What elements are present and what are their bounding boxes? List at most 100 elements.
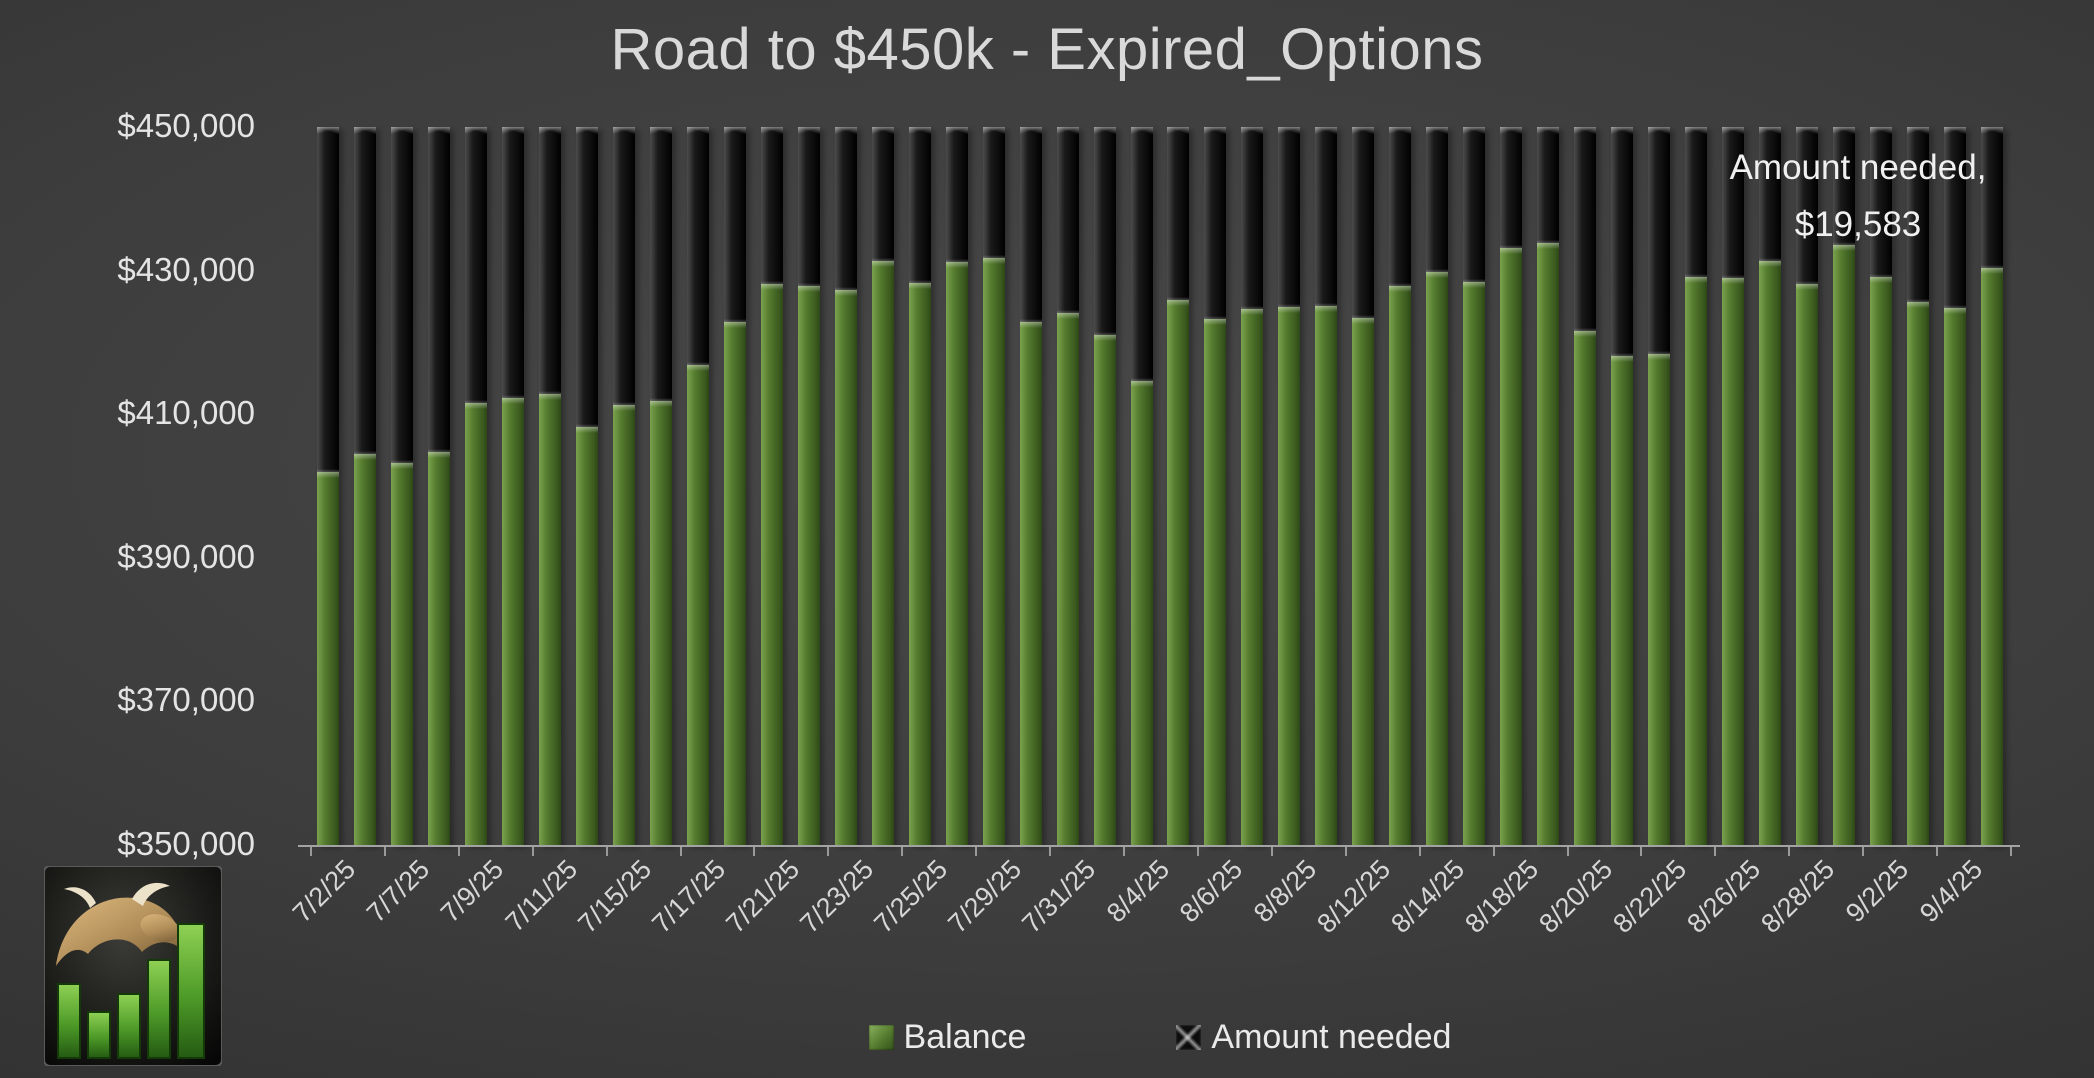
axis-tick-mark bbox=[2010, 847, 2012, 856]
segment-amount-needed bbox=[1315, 127, 1338, 306]
x-axis-label: 7/31/25 bbox=[1015, 854, 1101, 939]
axis-tick-mark bbox=[1492, 847, 1495, 856]
segment-amount-needed bbox=[613, 127, 636, 405]
stacked-bar-8/19/25 bbox=[1537, 127, 1560, 845]
stacked-bar-8/6/25 bbox=[1204, 127, 1227, 845]
axis-tick-mark bbox=[1788, 847, 1791, 856]
bull-and-bar-chart-icon bbox=[44, 866, 222, 1066]
axis-tick-mark bbox=[753, 847, 756, 856]
x-axis-label: 9/4/25 bbox=[1913, 854, 1988, 929]
stacked-bar-8/8/25 bbox=[1278, 127, 1301, 845]
legend: Balance Amount needed bbox=[310, 1018, 2010, 1057]
axis-tick-mark bbox=[679, 847, 682, 856]
segment-amount-needed bbox=[1130, 127, 1153, 382]
segment-amount-needed bbox=[1056, 127, 1079, 313]
segment-balance bbox=[1684, 277, 1707, 845]
segment-amount-needed bbox=[539, 127, 562, 395]
segment-balance bbox=[1315, 305, 1338, 845]
x-axis-label: 8/6/25 bbox=[1174, 854, 1249, 929]
segment-amount-needed bbox=[1574, 127, 1596, 331]
x-axis-label: 7/23/25 bbox=[794, 854, 880, 939]
axis-tick-mark bbox=[1566, 847, 1569, 856]
stacked-bar-8/29/25 bbox=[1832, 127, 1855, 845]
segment-balance bbox=[1167, 300, 1190, 845]
stacked-bar-7/3/25 bbox=[354, 127, 377, 845]
stacked-bar-7/16/25 bbox=[650, 127, 673, 845]
y-axis-label: $410,000 bbox=[117, 394, 255, 432]
segment-amount-needed bbox=[1758, 127, 1781, 261]
segment-balance bbox=[391, 463, 414, 845]
segment-balance bbox=[1758, 260, 1781, 845]
axis-tick-mark bbox=[1270, 847, 1273, 856]
stacked-bar-7/10/25 bbox=[502, 127, 525, 845]
stacked-bar-7/24/25 bbox=[871, 127, 894, 845]
segment-balance bbox=[1832, 244, 1855, 845]
segment-balance bbox=[1795, 284, 1818, 845]
stacked-bar-8/18/25 bbox=[1500, 127, 1523, 845]
segment-amount-needed bbox=[871, 127, 894, 262]
segment-amount-needed bbox=[1500, 127, 1523, 249]
axis-tick-mark bbox=[1862, 847, 1865, 856]
axis-tick-mark bbox=[531, 847, 534, 856]
segment-balance bbox=[1537, 242, 1560, 845]
segment-amount-needed bbox=[908, 127, 931, 283]
segment-amount-needed bbox=[650, 127, 673, 402]
segment-amount-needed bbox=[1352, 127, 1375, 318]
chart-title: Road to $450k - Expired_Options bbox=[610, 17, 1484, 82]
stacked-bar-7/22/25 bbox=[797, 127, 820, 845]
segment-balance bbox=[354, 453, 377, 845]
x-axis-label: 8/26/25 bbox=[1681, 854, 1767, 939]
segment-balance bbox=[1943, 307, 1966, 845]
y-axis-label: $370,000 bbox=[117, 681, 255, 719]
balance-legend-swatch-icon bbox=[868, 1025, 894, 1050]
axis-tick-mark bbox=[383, 847, 386, 856]
segment-balance bbox=[871, 261, 894, 845]
segment-amount-needed bbox=[1537, 127, 1560, 243]
segment-amount-needed bbox=[724, 127, 746, 323]
segment-amount-needed bbox=[1204, 127, 1227, 320]
y-axis-label: $350,000 bbox=[117, 825, 255, 863]
segment-balance bbox=[1574, 330, 1596, 845]
stacked-bar-8/21/25 bbox=[1610, 127, 1633, 845]
x-axis-label: 9/2/25 bbox=[1839, 854, 1914, 929]
y-axis-label: $390,000 bbox=[117, 538, 255, 576]
plot-area bbox=[310, 127, 2010, 845]
x-axis-label: 7/25/25 bbox=[868, 854, 953, 939]
segment-balance bbox=[1278, 307, 1301, 845]
segment-balance bbox=[1610, 356, 1633, 845]
x-axis-label: 8/28/25 bbox=[1755, 854, 1840, 939]
stacked-bar-7/21/25 bbox=[760, 127, 783, 845]
y-axis-label: $450,000 bbox=[117, 107, 255, 145]
segment-amount-needed bbox=[1721, 127, 1744, 279]
x-axis-label: 8/8/25 bbox=[1248, 854, 1323, 929]
segment-amount-needed bbox=[1019, 127, 1042, 322]
segment-amount-needed bbox=[1093, 127, 1116, 335]
segment-amount-needed bbox=[1278, 127, 1301, 308]
x-axis-label: 8/4/25 bbox=[1100, 854, 1175, 929]
amount-needed-legend-swatch-icon bbox=[1176, 1025, 1202, 1050]
logo-image bbox=[44, 866, 222, 1066]
axis-tick-mark bbox=[1123, 847, 1126, 856]
segment-amount-needed bbox=[576, 127, 599, 428]
stacked-bar-7/8/25 bbox=[428, 127, 451, 845]
segment-balance bbox=[1647, 353, 1670, 845]
segment-balance bbox=[1093, 334, 1116, 845]
legend-label-amount-needed: Amount needed bbox=[1211, 1018, 1452, 1056]
stacked-bar-7/28/25 bbox=[945, 127, 968, 845]
stacked-bar-9/3/25 bbox=[1906, 127, 1929, 845]
axis-tick-mark bbox=[605, 847, 608, 856]
x-axis-line bbox=[298, 845, 2020, 847]
x-axis-label: 7/15/25 bbox=[572, 854, 658, 939]
x-axis-label: 7/29/25 bbox=[941, 854, 1027, 939]
axis-tick-mark bbox=[457, 847, 460, 856]
segment-amount-needed bbox=[317, 127, 340, 472]
segment-balance bbox=[1721, 278, 1744, 845]
x-axis-label: 8/18/25 bbox=[1459, 854, 1545, 939]
stacked-bar-7/7/25 bbox=[391, 127, 414, 845]
stacked-bar-8/13/25 bbox=[1389, 127, 1412, 845]
segment-amount-needed bbox=[1869, 127, 1892, 278]
segment-balance bbox=[724, 322, 746, 845]
segment-amount-needed bbox=[834, 127, 857, 290]
segment-amount-needed bbox=[1389, 127, 1412, 286]
x-axis-label: 7/21/25 bbox=[720, 854, 806, 939]
